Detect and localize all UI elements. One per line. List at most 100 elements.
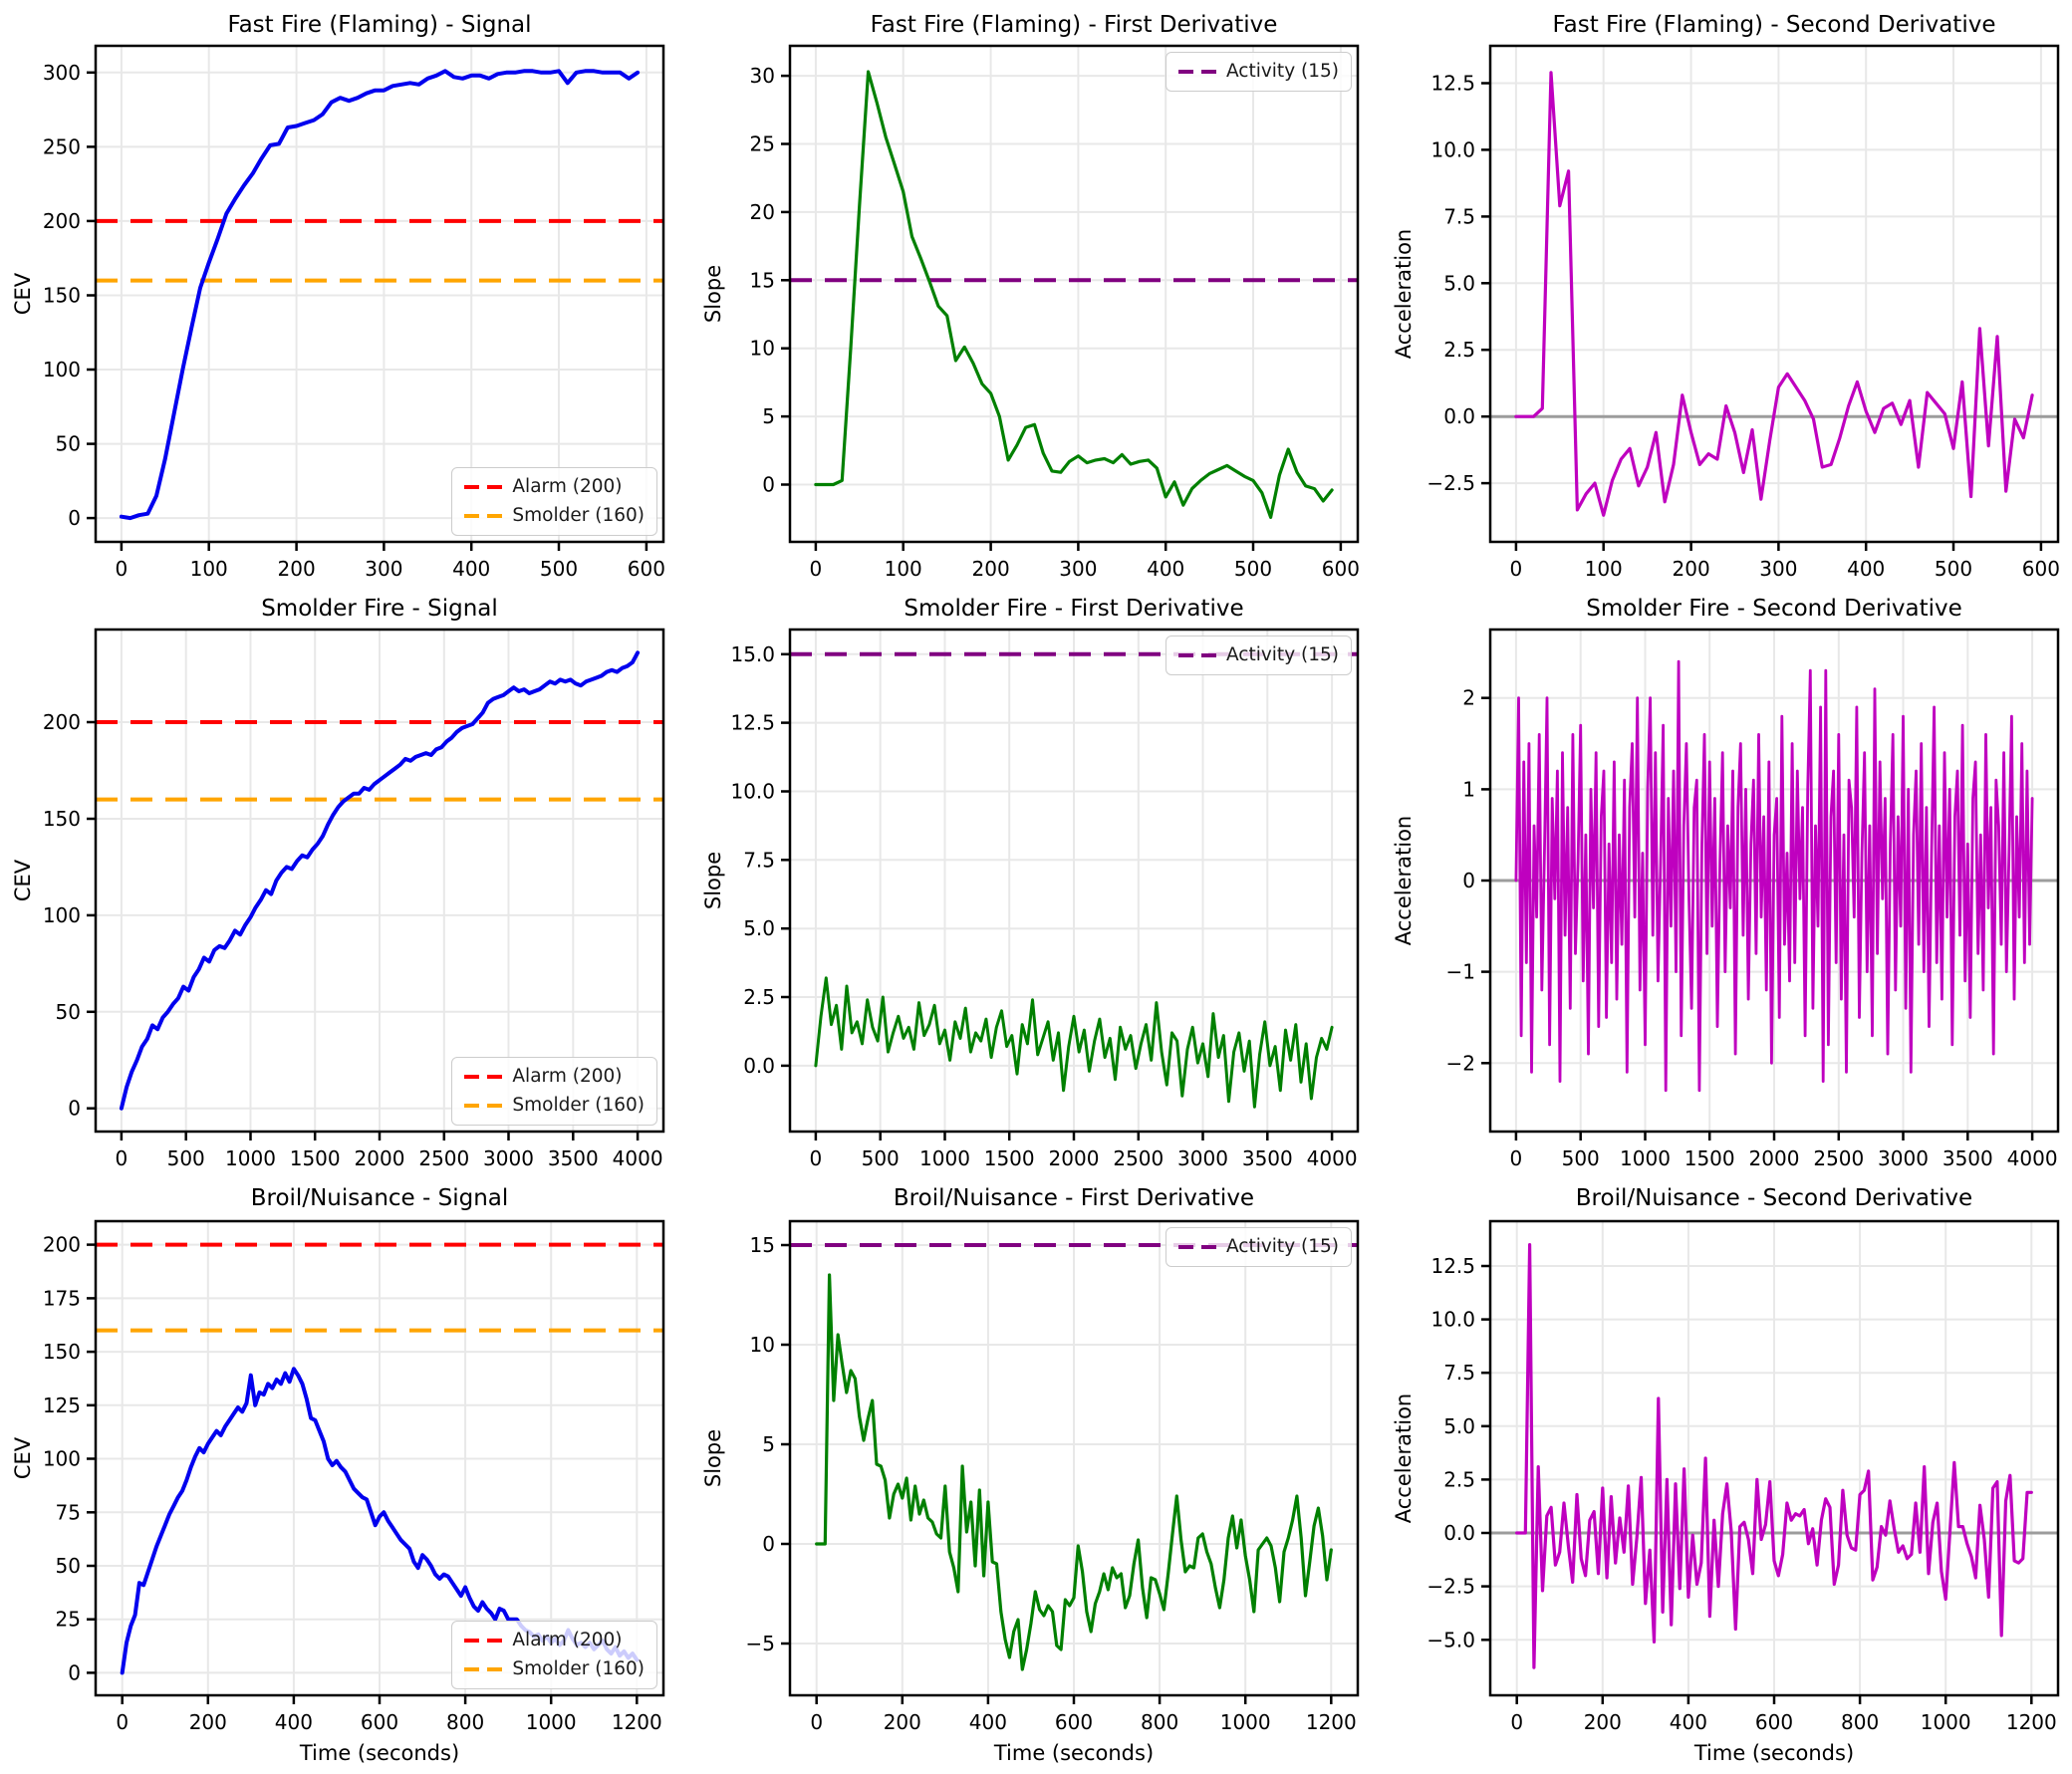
chart-title: Smolder Fire - First Derivative (904, 596, 1244, 622)
svg-text:200: 200 (884, 1710, 921, 1734)
legend: Alarm (200) Smolder (160) (451, 467, 657, 536)
legend-entry-activity: Activity (15) (1177, 644, 1339, 666)
plot-canvas: 0 200 400 600 800 1000 1200 −5.0 −2.5 0.0 2.5 5.0 7.… (1426, 1219, 2060, 1734)
svg-text:2500: 2500 (1113, 1146, 1164, 1170)
svg-text:15: 15 (750, 268, 775, 292)
svg-text:100: 100 (885, 557, 922, 581)
svg-text:200: 200 (278, 557, 316, 581)
svg-text:1200: 1200 (2006, 1710, 2057, 1734)
svg-text:7.5: 7.5 (1443, 204, 1475, 228)
svg-text:0.0: 0.0 (743, 1054, 775, 1078)
svg-text:0: 0 (1510, 1146, 1523, 1170)
svg-text:100: 100 (1585, 557, 1623, 581)
svg-text:500: 500 (540, 557, 578, 581)
legend-entry-smolder: Smolder (160) (464, 1658, 645, 1680)
svg-text:0: 0 (116, 557, 129, 581)
svg-text:200: 200 (1584, 1710, 1622, 1734)
svg-text:10: 10 (750, 1333, 775, 1357)
svg-text:600: 600 (2022, 557, 2060, 581)
svg-text:300: 300 (365, 557, 402, 581)
svg-text:200: 200 (43, 1233, 81, 1257)
svg-text:0.0: 0.0 (1443, 1521, 1475, 1545)
plot-canvas: 0 100 200 300 400 500 600 −2.5 0.0 2.5 5.0 7.5 10.0 1… (1426, 44, 2060, 581)
smolder-threshold-swatch (464, 514, 503, 518)
svg-text:175: 175 (43, 1286, 81, 1310)
svg-text:30: 30 (750, 64, 775, 88)
svg-text:4000: 4000 (613, 1146, 663, 1170)
svg-text:800: 800 (446, 1710, 484, 1734)
svg-text:250: 250 (43, 134, 81, 158)
svg-text:1000: 1000 (1921, 1710, 1971, 1734)
svg-text:600: 600 (1755, 1710, 1793, 1734)
svg-text:600: 600 (361, 1710, 398, 1734)
svg-text:25: 25 (56, 1608, 81, 1632)
svg-text:1200: 1200 (1306, 1710, 1357, 1734)
svg-text:500: 500 (167, 1146, 205, 1170)
svg-text:2.5: 2.5 (1443, 1467, 1475, 1491)
x-axis-label: Time (seconds) (1693, 1741, 1855, 1765)
svg-text:5: 5 (762, 404, 775, 428)
svg-text:1000: 1000 (1220, 1710, 1271, 1734)
svg-text:2000: 2000 (1049, 1146, 1100, 1170)
svg-text:5.0: 5.0 (1443, 1414, 1475, 1438)
svg-text:100: 100 (43, 358, 81, 381)
alarm-threshold-swatch (464, 1639, 503, 1643)
svg-text:−5: −5 (746, 1632, 775, 1655)
svg-text:3000: 3000 (483, 1146, 534, 1170)
svg-text:200: 200 (43, 710, 81, 734)
svg-text:400: 400 (452, 557, 490, 581)
svg-text:−1: −1 (1446, 960, 1475, 984)
svg-text:3500: 3500 (548, 1146, 599, 1170)
svg-text:0: 0 (762, 473, 775, 497)
legend-entry-smolder: Smolder (160) (464, 505, 645, 527)
svg-text:2000: 2000 (355, 1146, 405, 1170)
chart-title: Smolder Fire - Signal (261, 596, 498, 622)
legend-entry-smolder: Smolder (160) (464, 1095, 645, 1117)
svg-text:5.0: 5.0 (1443, 271, 1475, 295)
legend-entry-activity: Activity (15) (1177, 1236, 1339, 1258)
chart-title: Fast Fire (Flaming) - Signal (227, 12, 532, 38)
smolder-threshold-swatch (464, 1667, 503, 1671)
chart-title: Fast Fire (Flaming) - First Derivative (870, 12, 1278, 38)
alarm-threshold-swatch (464, 485, 503, 489)
svg-text:400: 400 (275, 1710, 313, 1734)
svg-text:15.0: 15.0 (730, 642, 775, 666)
svg-text:0: 0 (116, 1146, 129, 1170)
svg-text:300: 300 (1759, 557, 1797, 581)
svg-text:600: 600 (1322, 557, 1360, 581)
chart-title: Fast Fire (Flaming) - Second Derivative (1552, 12, 1996, 38)
svg-text:200: 200 (189, 1710, 227, 1734)
svg-text:−2.5: −2.5 (1426, 471, 1475, 495)
svg-text:0: 0 (68, 506, 81, 530)
svg-text:300: 300 (43, 61, 81, 85)
svg-text:500: 500 (1234, 557, 1272, 581)
svg-text:4000: 4000 (2007, 1146, 2058, 1170)
legend-entry-activity: Activity (15) (1177, 61, 1339, 83)
svg-text:0: 0 (1510, 557, 1523, 581)
svg-text:7.5: 7.5 (743, 848, 775, 872)
svg-text:10.0: 10.0 (1430, 137, 1475, 161)
svg-text:3000: 3000 (1878, 1146, 1929, 1170)
plot-canvas: 0 100 200 300 400 500 600 0 50 100 150 200 250 300 (43, 44, 665, 581)
chart-fast-fire-flaming-first-derivative: Fast Fire (Flaming) - First Derivative S… (690, 0, 1381, 592)
smolder-threshold-swatch (464, 1104, 503, 1108)
svg-text:1200: 1200 (612, 1710, 662, 1734)
svg-text:2.5: 2.5 (1443, 338, 1475, 362)
svg-text:125: 125 (43, 1394, 81, 1417)
svg-text:400: 400 (1147, 557, 1184, 581)
svg-text:50: 50 (56, 1000, 81, 1024)
svg-text:3500: 3500 (1242, 1146, 1293, 1170)
svg-text:50: 50 (56, 432, 81, 456)
svg-text:1500: 1500 (290, 1146, 341, 1170)
chart-broil-nuisance-first-derivative: Broil/Nuisance - First Derivative Slope … (690, 1183, 1381, 1774)
plot-canvas: 0 500 1000 1500 2000 2500 3000 3500 4000 0 50 100 15… (43, 628, 665, 1170)
svg-text:5.0: 5.0 (743, 916, 775, 940)
svg-text:15: 15 (750, 1233, 775, 1257)
svg-text:0: 0 (68, 1097, 81, 1121)
svg-text:0: 0 (116, 1710, 129, 1734)
svg-text:−2: −2 (1446, 1051, 1475, 1075)
svg-text:0: 0 (1462, 869, 1475, 892)
svg-text:100: 100 (190, 557, 228, 581)
plot-canvas: 0 200 400 600 800 1000 1200 −5 0 5 10 15 (746, 1219, 1360, 1734)
